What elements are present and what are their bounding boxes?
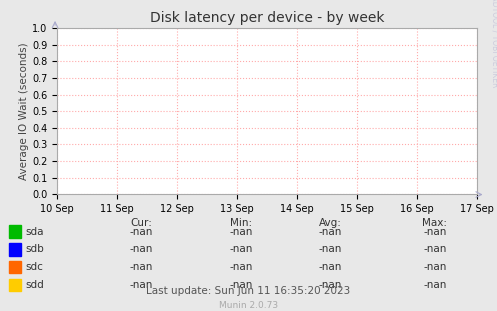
Text: -nan: -nan	[423, 262, 447, 272]
Text: sdb: sdb	[26, 244, 45, 254]
Text: -nan: -nan	[130, 280, 154, 290]
Text: Max:: Max:	[422, 218, 447, 228]
Text: -nan: -nan	[319, 280, 342, 290]
Text: -nan: -nan	[319, 244, 342, 254]
Text: Cur:: Cur:	[131, 218, 153, 228]
Text: -nan: -nan	[229, 280, 253, 290]
Text: -nan: -nan	[319, 227, 342, 237]
Text: -nan: -nan	[229, 262, 253, 272]
Text: sdc: sdc	[26, 262, 44, 272]
Text: sdd: sdd	[26, 280, 45, 290]
Text: -nan: -nan	[229, 227, 253, 237]
Y-axis label: Average IO Wait (seconds): Average IO Wait (seconds)	[19, 42, 29, 180]
Title: Disk latency per device - by week: Disk latency per device - by week	[150, 12, 384, 26]
Text: -nan: -nan	[319, 262, 342, 272]
Text: sda: sda	[26, 227, 44, 237]
Text: Munin 2.0.73: Munin 2.0.73	[219, 301, 278, 310]
Text: -nan: -nan	[229, 244, 253, 254]
Text: -nan: -nan	[130, 244, 154, 254]
Text: -nan: -nan	[130, 227, 154, 237]
Text: -nan: -nan	[130, 262, 154, 272]
Text: -nan: -nan	[423, 280, 447, 290]
Text: Avg:: Avg:	[319, 218, 342, 228]
Text: Last update: Sun Jun 11 16:35:20 2023: Last update: Sun Jun 11 16:35:20 2023	[147, 286, 350, 296]
Text: Min:: Min:	[230, 218, 252, 228]
Text: RRDTOOL / TOBI OETIKER: RRDTOOL / TOBI OETIKER	[490, 0, 497, 87]
Text: -nan: -nan	[423, 227, 447, 237]
Text: -nan: -nan	[423, 244, 447, 254]
